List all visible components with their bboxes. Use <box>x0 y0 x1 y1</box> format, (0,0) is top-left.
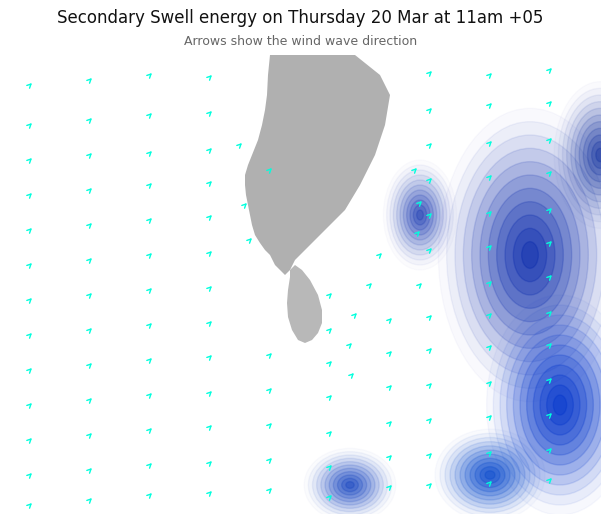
Ellipse shape <box>450 442 530 508</box>
Ellipse shape <box>579 122 601 188</box>
Ellipse shape <box>463 149 597 362</box>
Ellipse shape <box>520 345 600 465</box>
Ellipse shape <box>526 355 593 455</box>
Ellipse shape <box>505 215 555 295</box>
Ellipse shape <box>445 437 535 512</box>
Ellipse shape <box>407 195 433 235</box>
Ellipse shape <box>540 375 580 435</box>
Ellipse shape <box>493 305 601 505</box>
Ellipse shape <box>513 228 547 282</box>
Ellipse shape <box>341 479 358 492</box>
Ellipse shape <box>325 465 375 505</box>
Ellipse shape <box>410 200 430 230</box>
Ellipse shape <box>547 385 573 425</box>
Ellipse shape <box>403 190 437 240</box>
Ellipse shape <box>416 210 423 220</box>
Ellipse shape <box>489 188 572 322</box>
Ellipse shape <box>397 180 444 250</box>
Ellipse shape <box>588 135 601 175</box>
Ellipse shape <box>571 108 601 201</box>
Ellipse shape <box>460 450 520 500</box>
Ellipse shape <box>317 458 383 511</box>
Ellipse shape <box>496 201 563 308</box>
Ellipse shape <box>596 149 601 162</box>
Ellipse shape <box>455 135 601 375</box>
Polygon shape <box>245 55 390 275</box>
Ellipse shape <box>584 128 601 181</box>
Ellipse shape <box>591 142 601 168</box>
Ellipse shape <box>413 205 427 225</box>
Ellipse shape <box>455 446 525 504</box>
Ellipse shape <box>400 185 440 245</box>
Ellipse shape <box>329 468 371 502</box>
Ellipse shape <box>346 482 354 488</box>
Ellipse shape <box>500 315 601 495</box>
Ellipse shape <box>475 463 505 487</box>
Ellipse shape <box>470 458 510 492</box>
Ellipse shape <box>575 115 601 195</box>
Ellipse shape <box>321 462 379 508</box>
Ellipse shape <box>485 471 495 479</box>
Polygon shape <box>287 265 322 343</box>
Ellipse shape <box>567 102 601 208</box>
Ellipse shape <box>334 472 367 499</box>
Ellipse shape <box>563 95 601 215</box>
Text: Arrows show the wind wave direction: Arrows show the wind wave direction <box>184 35 417 48</box>
Ellipse shape <box>390 170 450 260</box>
Text: Secondary Swell energy on Thursday 20 Mar at 11am +05: Secondary Swell energy on Thursday 20 Ma… <box>57 9 544 27</box>
Ellipse shape <box>507 325 601 485</box>
Ellipse shape <box>338 475 362 495</box>
Ellipse shape <box>393 175 447 255</box>
Ellipse shape <box>522 242 538 268</box>
Ellipse shape <box>472 162 588 348</box>
Ellipse shape <box>480 175 580 335</box>
Ellipse shape <box>513 335 601 475</box>
Ellipse shape <box>313 455 388 514</box>
Ellipse shape <box>480 467 500 483</box>
Ellipse shape <box>465 454 515 496</box>
Ellipse shape <box>533 365 587 445</box>
Ellipse shape <box>554 395 567 415</box>
